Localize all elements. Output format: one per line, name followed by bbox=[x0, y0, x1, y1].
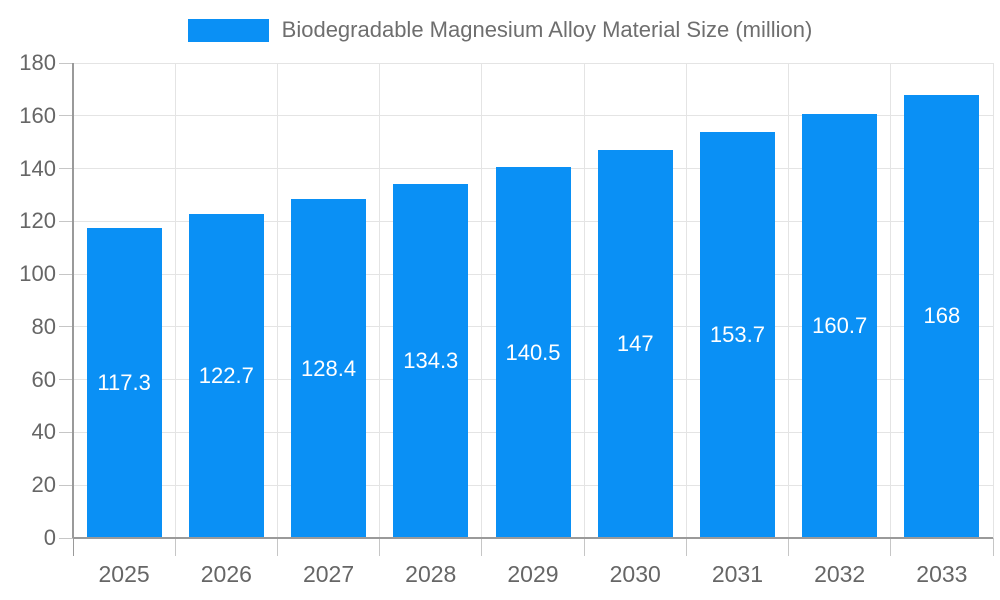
bar[interactable] bbox=[86, 228, 162, 537]
y-axis-tick bbox=[59, 220, 73, 222]
gridline-vertical bbox=[174, 63, 176, 538]
x-axis-tick bbox=[276, 538, 278, 556]
x-tick-label: 2030 bbox=[609, 561, 661, 587]
bar[interactable] bbox=[393, 183, 469, 537]
x-tick-label: 2026 bbox=[200, 561, 252, 587]
x-tick-label: 2025 bbox=[98, 561, 150, 587]
y-axis-tick bbox=[59, 431, 73, 433]
bar-value-label: 147 bbox=[616, 331, 654, 357]
x-axis-tick bbox=[72, 538, 74, 556]
y-axis-tick bbox=[59, 484, 73, 486]
y-tick-label: 40 bbox=[31, 419, 56, 445]
x-axis-tick bbox=[481, 538, 483, 556]
bar[interactable] bbox=[188, 214, 264, 537]
y-axis-tick bbox=[59, 379, 73, 381]
legend-label: Biodegradable Magnesium Alloy Material S… bbox=[281, 17, 813, 42]
y-tick-label: 140 bbox=[19, 155, 56, 181]
x-tick-label: 2032 bbox=[814, 561, 866, 587]
bar-value-label: 134.3 bbox=[403, 347, 459, 373]
y-tick-label: 80 bbox=[31, 313, 56, 339]
bar-value-label: 117.3 bbox=[97, 370, 151, 396]
bar[interactable] bbox=[291, 199, 367, 537]
bar-value-label: 153.7 bbox=[709, 322, 765, 348]
y-axis-tick bbox=[59, 62, 73, 64]
x-axis-tick bbox=[685, 538, 687, 556]
y-axis-tick bbox=[59, 115, 73, 117]
bar[interactable] bbox=[699, 132, 775, 537]
x-tick-label: 2027 bbox=[302, 561, 355, 587]
y-axis-tick bbox=[59, 273, 73, 275]
y-tick-label: 20 bbox=[31, 472, 56, 498]
gridline-vertical bbox=[685, 63, 687, 538]
bar-value-label: 122.7 bbox=[198, 363, 254, 389]
gridline-vertical bbox=[379, 63, 381, 538]
y-tick-label: 100 bbox=[19, 261, 56, 287]
bar[interactable] bbox=[495, 167, 571, 537]
y-tick-label: 120 bbox=[19, 208, 56, 234]
gridline-horizontal bbox=[73, 115, 993, 117]
x-axis-tick bbox=[890, 538, 892, 556]
y-tick-label: 180 bbox=[19, 50, 56, 75]
bar-value-label: 160.7 bbox=[812, 312, 868, 338]
gridline-vertical bbox=[992, 63, 994, 538]
x-axis-tick bbox=[992, 538, 994, 556]
gridline-vertical bbox=[890, 63, 892, 538]
chart-legend[interactable]: Biodegradable Magnesium Alloy Material S… bbox=[0, 17, 1000, 43]
y-axis-tick bbox=[59, 326, 73, 328]
x-axis-tick bbox=[583, 538, 585, 556]
bar[interactable] bbox=[904, 94, 980, 537]
bar-value-label: 168 bbox=[923, 303, 961, 329]
x-tick-label: 2033 bbox=[916, 561, 968, 587]
bar[interactable] bbox=[597, 150, 673, 537]
x-tick-label: 2028 bbox=[405, 561, 457, 587]
y-tick-label: 160 bbox=[19, 102, 56, 128]
x-tick-label: 2029 bbox=[507, 561, 559, 587]
y-axis-tick bbox=[59, 537, 73, 539]
y-tick-label: 60 bbox=[31, 366, 56, 392]
x-tick-label: 2031 bbox=[711, 561, 764, 587]
bar-value-label: 140.5 bbox=[505, 339, 561, 365]
x-axis-tick bbox=[788, 538, 790, 556]
gridline-vertical bbox=[481, 63, 483, 538]
gridline-vertical bbox=[788, 63, 790, 538]
y-tick-label: 0 bbox=[43, 525, 56, 550]
bar-value-label: 128.4 bbox=[301, 355, 357, 381]
x-axis-tick bbox=[379, 538, 381, 556]
y-axis-line bbox=[72, 63, 74, 538]
x-axis-tick bbox=[174, 538, 176, 556]
gridline-vertical bbox=[276, 63, 278, 538]
bar[interactable] bbox=[802, 113, 878, 537]
x-axis-line bbox=[73, 537, 993, 539]
gridline-vertical bbox=[583, 63, 585, 538]
gridline-horizontal bbox=[73, 62, 993, 64]
legend-swatch[interactable] bbox=[187, 18, 269, 42]
y-axis-tick bbox=[59, 168, 73, 170]
